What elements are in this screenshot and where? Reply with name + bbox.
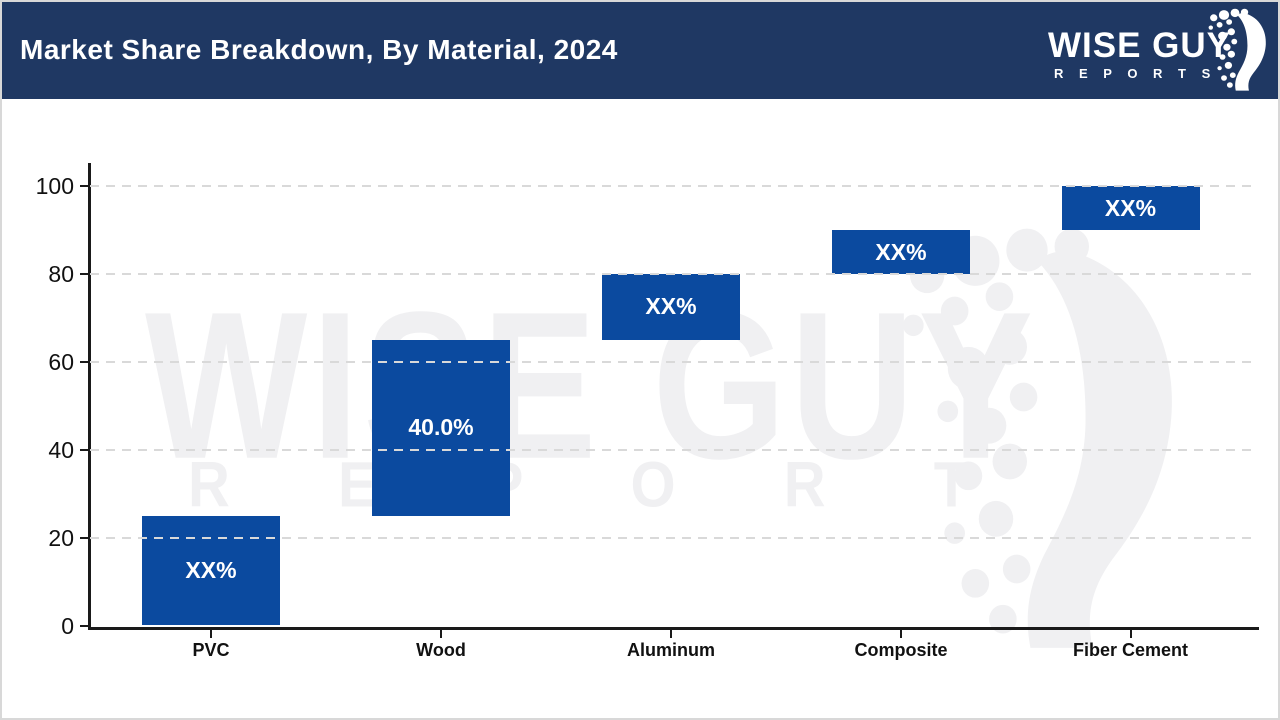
y-tick-label: 80 <box>48 260 74 287</box>
x-tick-mark <box>210 630 212 638</box>
y-tick-label: 100 <box>35 173 74 200</box>
bar-value-label: XX% <box>185 557 237 584</box>
y-gridline <box>90 536 1258 539</box>
y-tick-label: 20 <box>48 524 74 551</box>
bar-value-label: 40.0% <box>408 414 474 441</box>
y-gridline <box>90 448 1258 451</box>
waterfall-bar-composite: XX% <box>832 230 970 274</box>
y-axis-spine <box>88 163 91 630</box>
bar-value-label: XX% <box>1104 194 1157 221</box>
x-tick-label: Aluminum <box>627 640 715 660</box>
waterfall-bar-pvc: XX% <box>142 515 280 626</box>
y-tick-mark <box>80 360 89 363</box>
y-tick-mark <box>80 536 89 539</box>
y-tick-label: 60 <box>48 348 74 375</box>
y-tick-mark <box>80 448 89 451</box>
x-tick-mark <box>900 630 902 638</box>
x-tick-label: Wood <box>416 640 466 660</box>
y-gridline <box>90 272 1258 275</box>
x-tick-mark <box>1129 630 1132 638</box>
y-gridline <box>90 360 1258 363</box>
y-tick-mark <box>80 272 89 275</box>
y-tick-label: 0 <box>61 612 74 639</box>
waterfall-bar-wood: 40.0% <box>372 339 510 516</box>
logo-head-profile-icon <box>1208 8 1266 91</box>
y-tick-label: 40 <box>48 436 74 463</box>
bar-value-label: XX% <box>875 238 927 265</box>
waterfall-bar-aluminum: XX% <box>602 273 740 340</box>
x-tick-label: Composite <box>854 640 948 660</box>
waterfall-bar-fiber-cement: XX% <box>1061 186 1200 231</box>
bar-value-label: XX% <box>645 293 697 320</box>
brand-logo: WISE GUY R E P O R T S <box>1018 8 1268 92</box>
header-bar: Market Share Breakdown, By Material, 202… <box>0 0 1280 99</box>
x-tick-mark <box>440 630 442 638</box>
x-tick-label: Fiber Cement <box>1072 640 1189 660</box>
x-tick-label: PVC <box>192 640 230 660</box>
chart-title: Market Share Breakdown, By Material, 202… <box>20 33 618 65</box>
y-tick-mark <box>80 624 89 627</box>
x-tick-mark <box>670 630 672 638</box>
y-gridline <box>90 185 1258 188</box>
y-tick-mark <box>80 185 89 188</box>
logo-wordmark: WISE GUY <box>1048 26 1232 65</box>
logo-reports-text: R E P O R T S <box>1054 66 1217 81</box>
x-axis-spine <box>88 627 1259 630</box>
